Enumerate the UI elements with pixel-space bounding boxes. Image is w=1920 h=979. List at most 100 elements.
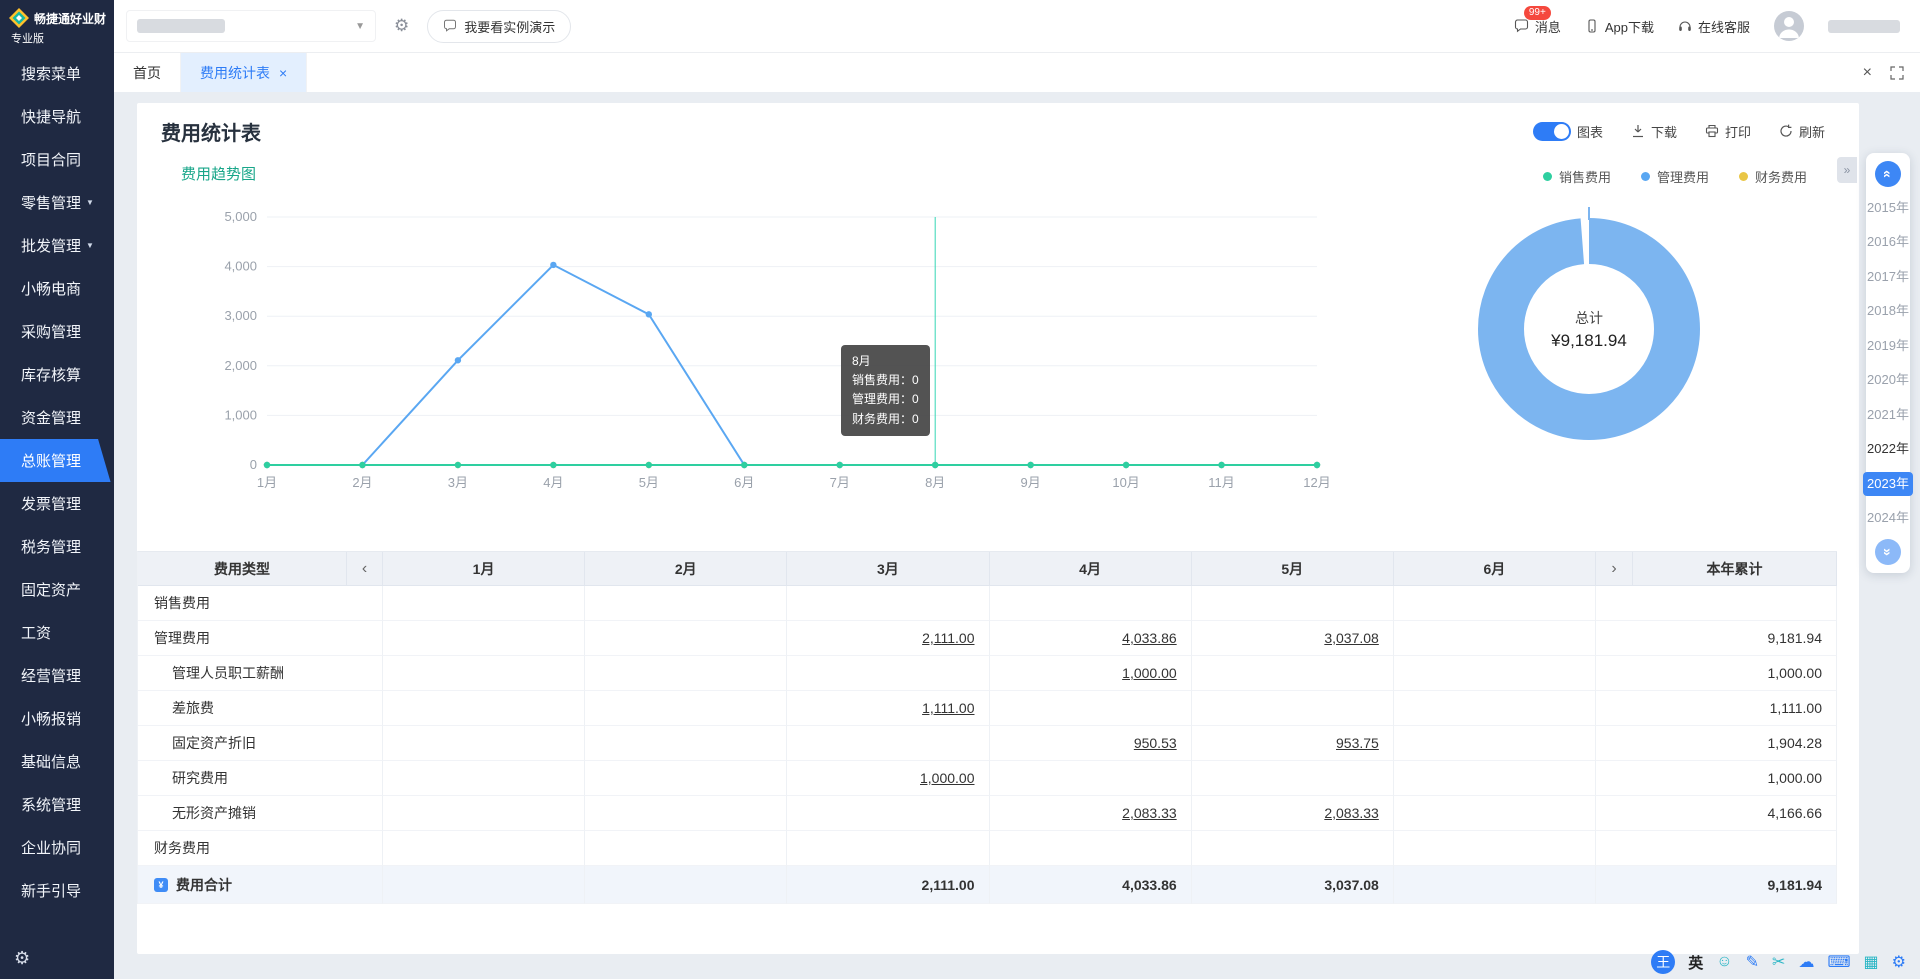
app-download-button[interactable]: App下载 (1585, 17, 1654, 36)
messages-badge: 99+ (1523, 5, 1551, 20)
sidebar-item-小畅电商[interactable]: 小畅电商 (0, 267, 114, 310)
sidebar-item-税务管理[interactable]: 税务管理 (0, 525, 114, 568)
table-cell (787, 831, 990, 866)
sidebar-item-发票管理[interactable]: 发票管理 (0, 482, 114, 525)
chart-toggle[interactable]: 图表 (1532, 121, 1603, 141)
drilldown-link[interactable]: 950.53 (1133, 735, 1177, 751)
ime-language-mode[interactable]: 英 (1688, 954, 1704, 972)
download-button[interactable]: 下载 (1631, 122, 1677, 141)
year-scroll-down-button[interactable]: » (1875, 539, 1901, 565)
settings-icon[interactable]: ⚙ (1891, 954, 1906, 971)
cloud-icon[interactable]: ☁ (1798, 954, 1815, 971)
avatar[interactable] (1774, 11, 1804, 41)
sidebar-item-零售管理[interactable]: 零售管理 ▼ (0, 181, 114, 224)
year-item-2023年[interactable]: 2023年 (1863, 471, 1913, 496)
download-icon (1632, 125, 1643, 138)
year-item-2024年[interactable]: 2024年 (1867, 509, 1909, 525)
pen-icon[interactable]: ✎ (1745, 954, 1760, 971)
table-cell (989, 691, 1192, 726)
svg-text:12月: 12月 (1303, 475, 1330, 490)
org-selector-dropdown[interactable]: ▼ (126, 10, 376, 42)
year-item-2020年[interactable]: 2020年 (1867, 372, 1909, 388)
sidebar-item-经营管理[interactable]: 经营管理 (0, 654, 114, 697)
sidebar-item-系统管理[interactable]: 系统管理 (0, 783, 114, 826)
download-label: 下载 (1650, 124, 1677, 140)
table-header-total: 本年累计 (1633, 552, 1837, 586)
drilldown-link[interactable]: 1,000.00 (1122, 665, 1177, 681)
svg-text:9月: 9月 (1021, 475, 1041, 490)
drilldown-link[interactable]: 1,111.00 (922, 700, 975, 716)
table-scroll-right-icon[interactable]: › (1596, 552, 1633, 586)
sidebar-item-工资[interactable]: 工资 (0, 611, 114, 654)
drilldown-link[interactable]: 2,111.00 (922, 630, 975, 646)
sidebar-item-搜索菜单[interactable]: 搜索菜单 (0, 52, 114, 95)
sidebar-item-新手引导[interactable]: 新手引导 (0, 869, 114, 912)
sidebar-item-批发管理[interactable]: 批发管理 ▼ (0, 224, 114, 267)
legend-item-财务费用[interactable]: 财务费用 (1738, 167, 1807, 186)
chart-toggle-switch[interactable] (1532, 121, 1571, 141)
sidebar-item-固定资产[interactable]: 固定资产 (0, 568, 114, 611)
fullscreen-icon[interactable] (1890, 65, 1904, 80)
chevron-down-icon: ▼ (355, 20, 365, 32)
sidebar-item-总账管理[interactable]: 总账管理 (0, 439, 111, 482)
table-cell: 953.75 (1191, 726, 1394, 761)
sidebar-item-库存核算[interactable]: 库存核算 (0, 353, 114, 396)
year-item-2016年[interactable]: 2016年 (1867, 234, 1909, 250)
drilldown-link[interactable]: 953.75 (1336, 735, 1379, 751)
keyboard-icon[interactable]: ⌨ (1827, 954, 1851, 971)
drilldown-link[interactable]: 1,000.00 (920, 770, 975, 786)
year-item-2021年[interactable]: 2021年 (1867, 406, 1909, 422)
drilldown-link[interactable]: 3,037.08 (1324, 630, 1379, 646)
table-cell (1191, 761, 1394, 796)
sidebar-item-资金管理[interactable]: 资金管理 (0, 396, 114, 439)
drilldown-link[interactable]: 2,083.33 (1122, 805, 1177, 821)
ime-icon[interactable]: 王 (1651, 950, 1676, 974)
scissors-icon[interactable]: ✂ (1772, 954, 1786, 971)
drilldown-link[interactable]: 2,083.33 (1324, 805, 1379, 821)
year-item-2018年[interactable]: 2018年 (1867, 303, 1909, 319)
legend-item-管理费用[interactable]: 管理费用 (1640, 167, 1709, 186)
collapse-panel-handle[interactable]: » (1837, 157, 1857, 183)
smiley-icon[interactable]: ☺ (1716, 953, 1733, 970)
svg-text:1,000: 1,000 (224, 407, 257, 422)
table-cell (1393, 831, 1596, 866)
sidebar-item-项目合同[interactable]: 项目合同 (0, 138, 114, 181)
print-button[interactable]: 打印 (1705, 122, 1751, 141)
tab-close-icon[interactable]: × (279, 64, 288, 81)
year-item-2022年[interactable]: 2022年 (1867, 441, 1909, 457)
tab-home[interactable]: 首页 (114, 53, 181, 92)
drilldown-link[interactable]: 4,033.86 (1122, 630, 1177, 646)
table-cell-total: 1,904.28 (1596, 726, 1837, 761)
messages-button[interactable]: 99+ 消息 (1514, 5, 1561, 36)
sidebar-settings-gear-icon[interactable]: ⚙ (14, 948, 31, 968)
svg-text:1月: 1月 (257, 475, 277, 490)
refresh-button[interactable]: 刷新 (1779, 122, 1825, 141)
grid-icon[interactable]: ▦ (1863, 954, 1879, 971)
chevron-down-icon: ▼ (86, 241, 94, 250)
year-scroll-up-button[interactable]: « (1875, 161, 1901, 187)
topbar: ▼ ⚙ 我要看实例演示 99+ 消息 App下载 (114, 0, 1920, 53)
legend-item-销售费用[interactable]: 销售费用 (1542, 167, 1611, 186)
topbar-gear-icon[interactable]: ⚙ (394, 16, 410, 35)
table-scroll-left-icon[interactable]: ‹ (347, 552, 383, 586)
app-edition: 专业版 (11, 33, 44, 45)
year-item-2017年[interactable]: 2017年 (1867, 268, 1909, 284)
demo-button[interactable]: 我要看实例演示 (427, 9, 572, 43)
sidebar-item-小畅报销[interactable]: 小畅报销 (0, 697, 114, 740)
legend-dot (1640, 172, 1650, 181)
year-item-2019年[interactable]: 2019年 (1867, 337, 1909, 353)
messages-label: 消息 (1534, 19, 1561, 35)
table-footer-cell (585, 866, 788, 904)
sidebar-item-企业协同[interactable]: 企业协同 (0, 826, 114, 869)
table-row-name: 管理费用 (138, 621, 383, 656)
sidebar-item-采购管理[interactable]: 采购管理 (0, 310, 114, 353)
svg-text:5,000: 5,000 (224, 209, 257, 224)
sidebar-item-快捷导航[interactable]: 快捷导航 (0, 95, 114, 138)
tab-expense-report[interactable]: 费用统计表 × (181, 53, 308, 92)
line-chart-title: 费用趋势图 (181, 166, 257, 183)
chart-legend: 销售费用 管理费用 财务费用 (1542, 167, 1807, 186)
close-all-tabs-icon[interactable]: × (1862, 63, 1872, 81)
support-button[interactable]: 在线客服 (1678, 17, 1750, 36)
year-item-2015年[interactable]: 2015年 (1867, 200, 1909, 215)
sidebar-item-基础信息[interactable]: 基础信息 (0, 740, 114, 783)
